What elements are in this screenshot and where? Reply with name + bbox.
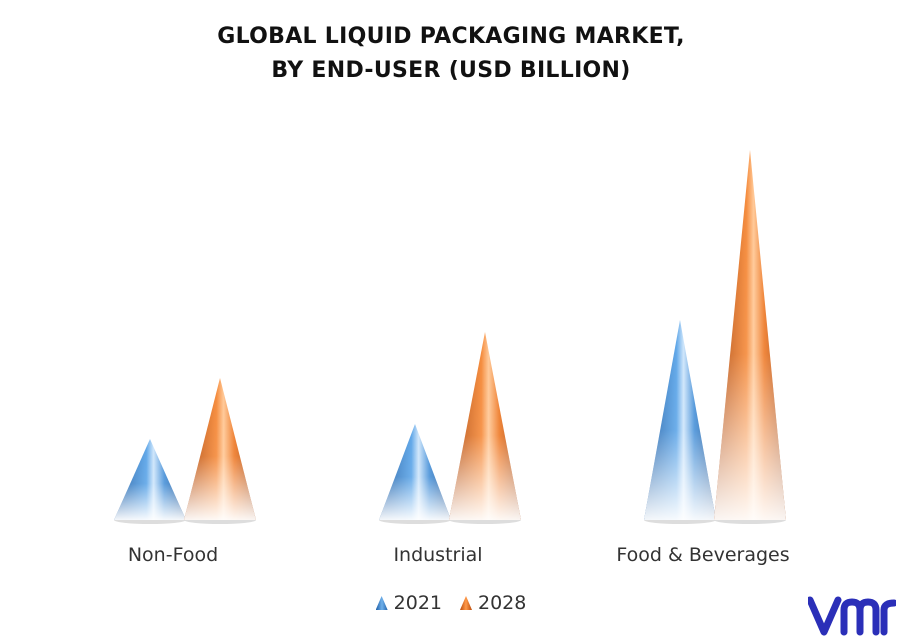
chart-title: GLOBAL LIQUID PACKAGING MARKET, BY END-U… [0,20,902,88]
cone-2028-industrial [449,332,521,524]
legend-item-2028: 2028 [460,592,526,614]
vmr-logo-icon [808,596,896,636]
cone-2021-non-food [114,439,186,524]
legend-label-2028: 2028 [478,592,527,614]
category-label: Non-Food [128,544,218,566]
cone-2021-industrial [379,424,451,524]
cone-2028-food-beverages [714,150,786,524]
cone-fade [114,439,186,520]
legend-label-2021: 2021 [393,592,442,614]
category-label: Industrial [393,544,482,566]
cone-fade [644,320,716,520]
legend: 2021 2028 [0,592,902,614]
cone-2021-food-beverages [644,320,716,524]
cone-fade [379,424,451,520]
cone-fade [714,150,786,520]
cone-2028-non-food [184,378,256,524]
legend-swatch-2028 [460,596,472,610]
category-label: Food & Beverages [616,544,789,566]
legend-swatch-2021 [375,596,388,610]
legend-item-2021: 2021 [375,592,442,614]
cone-fade [184,378,256,520]
chart-title-line1: GLOBAL LIQUID PACKAGING MARKET, [217,24,685,49]
cone-fade [449,332,521,520]
chart-title-line2: BY END-USER (USD BILLION) [271,58,631,83]
